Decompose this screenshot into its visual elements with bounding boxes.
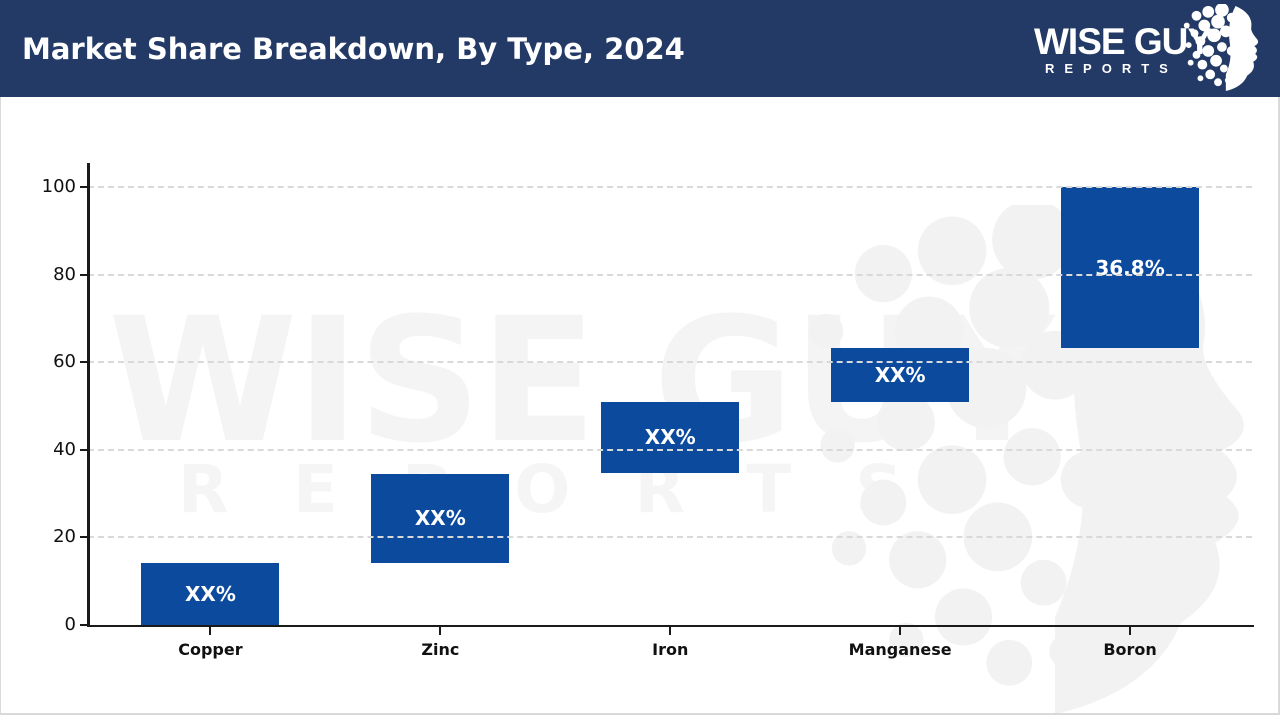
ytick-label-40: 40 <box>53 438 76 460</box>
xtick-label-boron: Boron <box>1103 640 1157 659</box>
ytick-mark-80 <box>80 273 88 276</box>
bar-zinc: XX% <box>371 474 510 563</box>
logo-subtitle: REPORTS <box>1045 61 1178 76</box>
bar-label-iron: XX% <box>644 425 696 450</box>
frame-left-line <box>0 97 1 715</box>
gridline-y-100 <box>88 186 1252 188</box>
x-axis-spine <box>87 624 1254 627</box>
ytick-mark-60 <box>80 361 88 363</box>
logo-face-icon <box>1183 4 1259 92</box>
ytick-label-0: 0 <box>64 613 76 635</box>
ytick-label-60: 60 <box>53 351 76 372</box>
y-axis-spine <box>87 163 90 627</box>
bar-label-copper: XX% <box>184 581 236 606</box>
ytick-label-20: 20 <box>53 526 76 547</box>
ytick-mark-20 <box>80 536 88 538</box>
ytick-mark-40 <box>80 448 88 451</box>
frame-bottom-line <box>0 713 1280 715</box>
xtick-label-manganese: Manganese <box>848 640 952 659</box>
bar-copper: XX% <box>141 562 280 625</box>
gridline-y-80 <box>88 273 1252 276</box>
bar-label-boron: 36.8% <box>1095 255 1165 280</box>
watermark-subtitle: REPORTS <box>178 457 967 523</box>
xtick-mark-manganese <box>899 626 902 635</box>
xtick-label-copper: Copper <box>178 640 243 659</box>
gridline-y-60 <box>88 361 1252 363</box>
xtick-mark-copper <box>209 626 212 635</box>
gridline-y-20 <box>88 536 1252 538</box>
bar-label-zinc: XX% <box>414 506 466 531</box>
bar-iron: XX% <box>601 401 740 474</box>
page-title: Market Share Breakdown, By Type, 2024 <box>22 31 685 66</box>
gridline-y-40 <box>88 448 1252 451</box>
logo: WISE GUY REPORTS <box>1032 0 1272 97</box>
xtick-label-zinc: Zinc <box>421 640 460 659</box>
ytick-label-100: 100 <box>41 176 76 197</box>
xtick-mark-zinc <box>439 626 442 635</box>
frame-right-line <box>1278 97 1280 715</box>
ytick-label-80: 80 <box>53 263 76 285</box>
xtick-label-iron: Iron <box>652 640 689 659</box>
logo-wordmark: WISE GUY <box>1034 21 1212 62</box>
xtick-mark-boron <box>1129 626 1132 635</box>
ytick-mark-100 <box>80 186 88 188</box>
xtick-mark-iron <box>669 626 672 635</box>
bar-boron: 36.8% <box>1061 187 1200 348</box>
bar-manganese: XX% <box>831 348 970 402</box>
bar-label-manganese: XX% <box>874 362 926 387</box>
header: Market Share Breakdown, By Type, 2024 WI… <box>0 0 1280 97</box>
ytick-mark-0 <box>80 623 88 626</box>
